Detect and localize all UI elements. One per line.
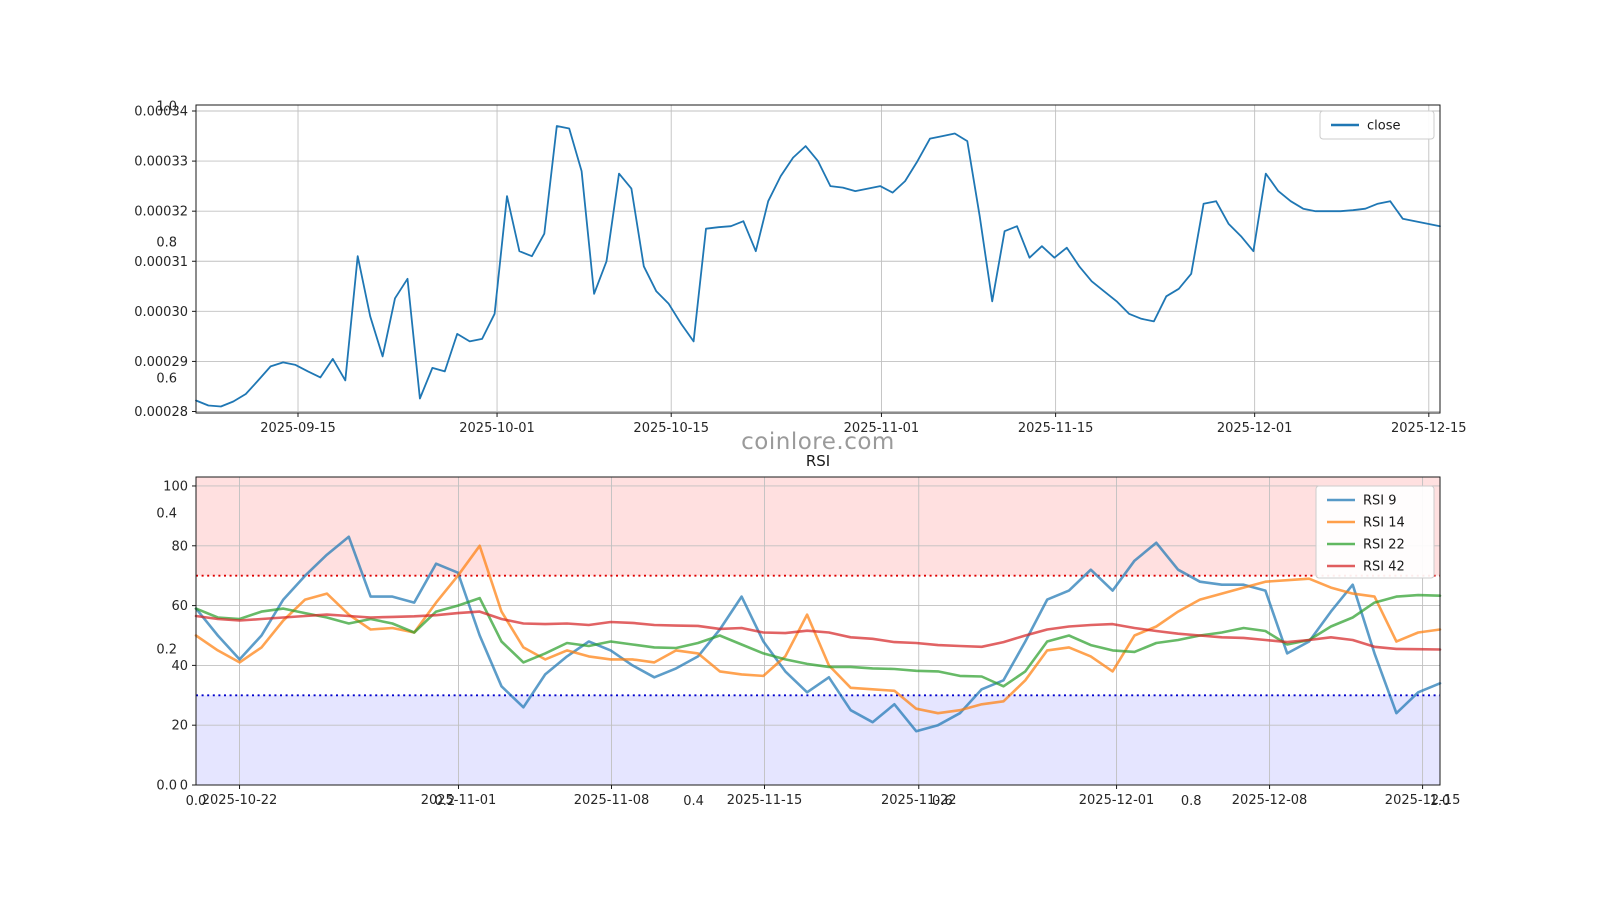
rsi-band	[196, 477, 1440, 576]
legend-label: RSI 42	[1363, 560, 1405, 575]
rsi-xtick-label: 2025-12-15	[1385, 793, 1461, 808]
rsi-14-line	[194, 544, 1442, 715]
rsi-band	[196, 695, 1440, 785]
rsi-xtick-label: 2025-10-22	[202, 793, 278, 808]
rsi-ytick-label: 60	[171, 599, 188, 614]
ghost-xtick-label: 1.0	[1430, 794, 1451, 809]
price-ytick-label: 0.00032	[134, 205, 188, 220]
price-xtick-label: 2025-10-15	[633, 421, 709, 436]
rsi-9-line	[194, 535, 1442, 733]
ghost-xtick-label: 0.8	[1181, 794, 1202, 809]
price-ytick-label: 0.00030	[134, 305, 188, 320]
price-xtick-label: 2025-12-01	[1217, 421, 1293, 436]
price-chart: 0.00028 0.00029 0.00030 0.00031 0.00032 0.000…	[134, 104, 1467, 436]
ghost-xtick-label: 0.0	[186, 794, 207, 809]
legend-label: RSI 14	[1363, 516, 1405, 531]
ghost-xtick-label: 0.6	[932, 794, 953, 809]
legend-box	[1315, 485, 1435, 579]
legend-label: RSI 22	[1363, 538, 1405, 553]
rsi-axes-box	[195, 476, 1441, 786]
price-ytick-label: 0.00033	[134, 155, 188, 170]
rsi-42-line	[194, 610, 1442, 651]
price-axes-box	[195, 104, 1441, 414]
rsi-ytick-label: 100	[163, 479, 188, 494]
rsi-legend: RSI 9 RSI 14 RSI 22 RSI 42	[1315, 485, 1435, 579]
price-ytick-label: 0.00034	[134, 105, 188, 120]
ghost-ytick-label: 0.2	[156, 643, 177, 658]
rsi-ytick-label: 40	[171, 659, 188, 674]
price-xtick-label: 2025-09-15	[260, 421, 336, 436]
rsi-ytick-label: 0	[180, 779, 188, 794]
rsi-chart: 100 80 60 40 20 0 2025-10-22 2025-11-01 2025-11-…	[163, 476, 1461, 808]
ghost-ytick-label: 0.8	[156, 236, 177, 251]
legend-box	[1319, 110, 1435, 140]
rsi-xtick-label: 2025-12-01	[1079, 793, 1155, 808]
watermark: coinlore.com	[741, 429, 895, 455]
price-ytick-label: 0.00029	[134, 355, 188, 370]
rsi-xtick-label: 2025-11-08	[574, 793, 650, 808]
legend-label: RSI 9	[1363, 494, 1397, 509]
ghost-ytick-label: 1.0	[156, 100, 177, 115]
ghost-ytick-label: 0.4	[156, 507, 177, 522]
ghost-xtick-label: 0.4	[683, 794, 704, 809]
ghost-xtick-label: 0.2	[434, 794, 455, 809]
rsi-ytick-label: 80	[171, 539, 188, 554]
rsi-xtick-label: 2025-12-08	[1232, 793, 1308, 808]
price-xtick-label: 2025-12-15	[1391, 421, 1467, 436]
ghost-ytick-label: 0.0	[156, 779, 177, 794]
rsi-xtick-label: 2025-11-22	[881, 793, 957, 808]
rsi-xtick-label: 2025-11-01	[421, 793, 497, 808]
rsi-panel-title: RSI	[805, 452, 831, 470]
price-xtick-label: 2025-11-15	[1018, 421, 1094, 436]
rsi-22-line	[194, 593, 1442, 688]
price-ytick-label: 0.00031	[134, 255, 188, 270]
price-ytick-label: 0.00028	[134, 405, 188, 420]
price-xtick-label: 2025-10-01	[459, 421, 535, 436]
close-line	[195, 125, 1441, 408]
rsi-xtick-label: 2025-11-15	[727, 793, 803, 808]
price-legend: close	[1319, 110, 1435, 140]
price-xtick-label: 2025-11-01	[844, 421, 920, 436]
legend-label: close	[1367, 119, 1400, 134]
rsi-ytick-label: 20	[171, 719, 188, 734]
ghost-ytick-label: 0.6	[156, 372, 177, 387]
